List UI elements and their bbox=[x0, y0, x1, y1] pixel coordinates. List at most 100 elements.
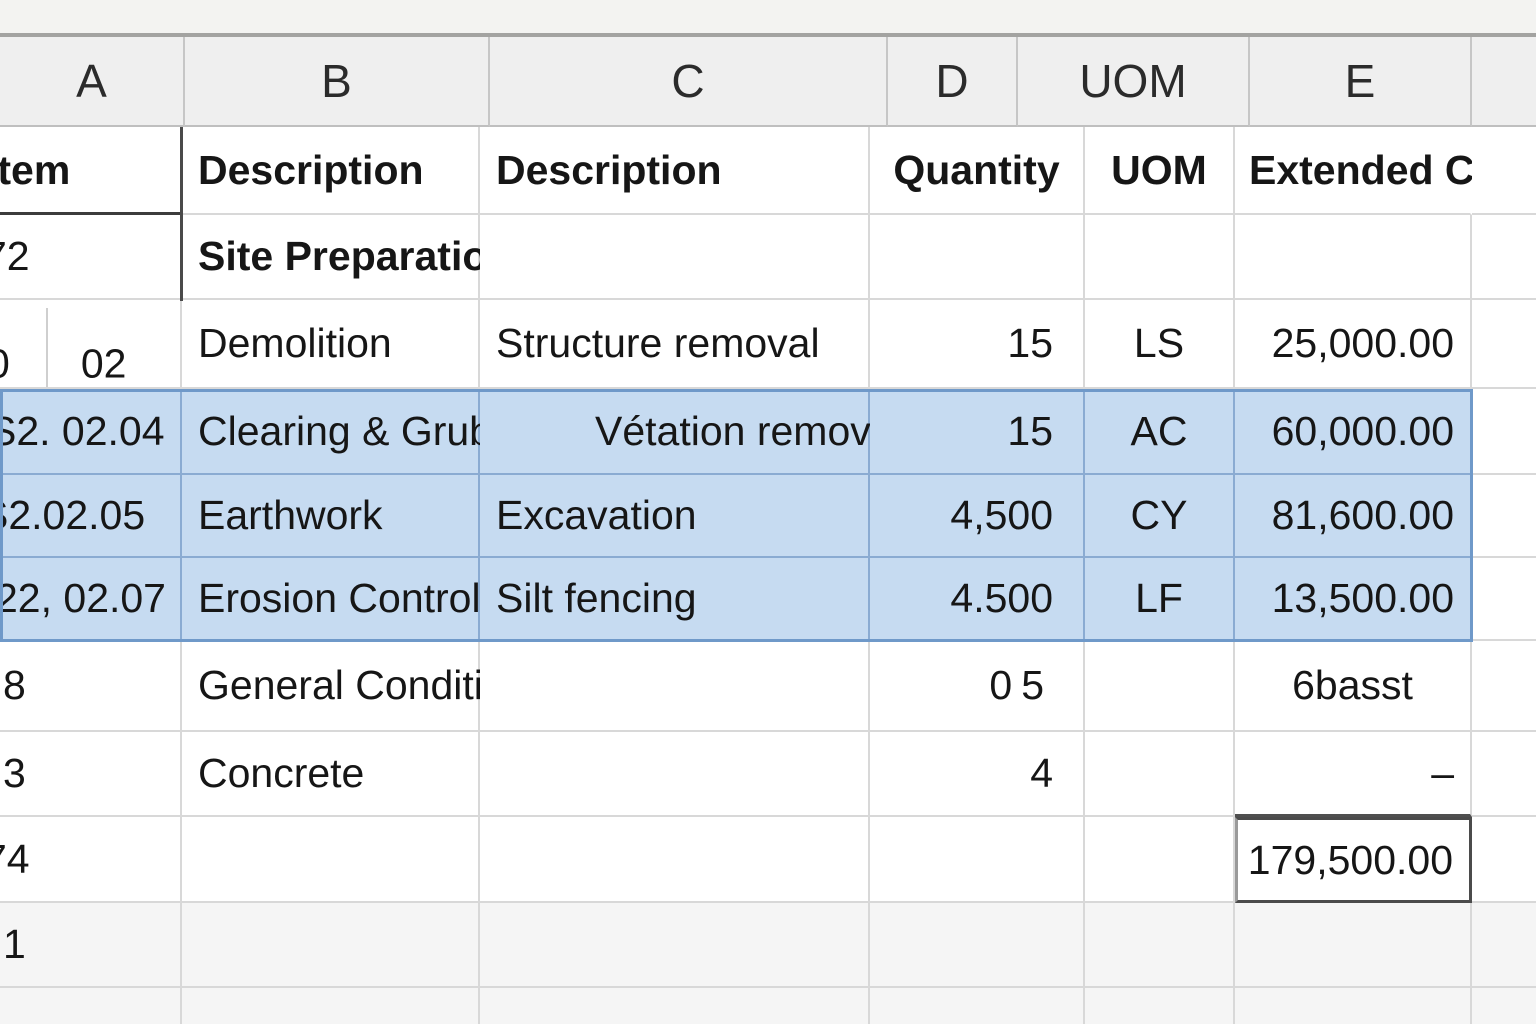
cell-description[interactable] bbox=[182, 817, 480, 903]
cell-item-code: 02 bbox=[80, 340, 127, 386]
cell-extended-cost[interactable]: 13,500.00 bbox=[1235, 558, 1472, 641]
column-letter-header-row: A B C D UOM E bbox=[0, 37, 1536, 127]
table-row: 72 Site Preparation bbox=[0, 215, 1536, 300]
table-row: 1 bbox=[0, 903, 1536, 988]
cell-detail[interactable] bbox=[480, 988, 870, 1024]
cell-uom[interactable] bbox=[1085, 215, 1235, 300]
header-quantity[interactable]: Quantity bbox=[870, 127, 1085, 215]
table-row-selected: S2.02.05 Earthwork Excavation 4,500 CY 8… bbox=[0, 475, 1536, 558]
cell-item[interactable]: 72 bbox=[0, 215, 182, 300]
cell-item[interactable]: 0 02 bbox=[0, 300, 182, 389]
cell-uom[interactable]: AC bbox=[1085, 389, 1235, 475]
cell-filler[interactable] bbox=[1472, 903, 1536, 988]
cell-uom[interactable] bbox=[1085, 817, 1235, 903]
cell-filler[interactable] bbox=[1472, 127, 1536, 215]
cell-quantity[interactable] bbox=[870, 817, 1085, 903]
cell-quantity[interactable] bbox=[870, 215, 1085, 300]
cell-uom[interactable]: CY bbox=[1085, 475, 1235, 558]
column-header-extra[interactable] bbox=[1472, 37, 1536, 127]
cell-detail[interactable] bbox=[480, 641, 870, 732]
cell-detail[interactable] bbox=[480, 903, 870, 988]
column-header-UOM[interactable]: UOM bbox=[1018, 37, 1250, 127]
column-header-D[interactable]: D bbox=[888, 37, 1018, 127]
cell-description[interactable] bbox=[182, 988, 480, 1024]
cell-detail[interactable]: Silt fencing bbox=[480, 558, 870, 641]
header-description-c[interactable]: Description bbox=[480, 127, 870, 215]
cell-uom[interactable] bbox=[1085, 903, 1235, 988]
inner-cell-divider bbox=[46, 308, 48, 387]
cell-filler[interactable] bbox=[1472, 475, 1536, 558]
cell-description[interactable]: General Conditions bbox=[182, 641, 549, 732]
cell-description[interactable]: Site Preparation bbox=[182, 215, 512, 300]
column-header-C[interactable]: C bbox=[490, 37, 888, 127]
table-row: 0 02 Demolition Structure removal 15 LS … bbox=[0, 300, 1536, 389]
cell-item[interactable] bbox=[0, 988, 182, 1024]
table-row bbox=[0, 988, 1536, 1024]
cell-item[interactable]: 8 bbox=[0, 641, 182, 732]
table-row: 3 Concrete 4 – bbox=[0, 732, 1536, 817]
cell-item[interactable]: S2.02.05 bbox=[0, 475, 182, 558]
column-header-A[interactable]: A bbox=[0, 37, 185, 127]
cell-item[interactable]: 22, 02.07 bbox=[0, 558, 182, 641]
cell-filler[interactable] bbox=[1472, 732, 1536, 817]
table-header-row: Item Description Description Quantity UO… bbox=[0, 127, 1536, 215]
cell-detail[interactable] bbox=[480, 215, 870, 300]
header-extended-cost[interactable]: Extended Cost bbox=[1235, 127, 1536, 215]
cell-quantity[interactable] bbox=[870, 988, 1085, 1024]
cell-description[interactable]: Clearing & Grubbing bbox=[182, 389, 569, 475]
cell-uom[interactable]: LF bbox=[1085, 558, 1235, 641]
cell-item[interactable]: 74 bbox=[0, 817, 182, 903]
cell-uom[interactable] bbox=[1085, 732, 1235, 817]
cell-extended-cost[interactable] bbox=[1235, 903, 1472, 988]
cell-description[interactable]: Earthwork bbox=[182, 475, 480, 558]
cell-extended-cost[interactable] bbox=[1235, 988, 1472, 1024]
cell-item[interactable]: 3 bbox=[0, 732, 182, 817]
cell-quantity[interactable]: 4.500 bbox=[870, 558, 1085, 641]
cell-description[interactable] bbox=[182, 903, 480, 988]
cell-extended-cost[interactable]: 6basst bbox=[1235, 641, 1472, 732]
cell-uom[interactable] bbox=[1085, 641, 1235, 732]
table-row: 8 General Conditions 05 6basst bbox=[0, 641, 1536, 732]
cell-item-partial: 0 bbox=[0, 340, 10, 387]
header-uom[interactable]: UOM bbox=[1085, 127, 1235, 215]
cell-uom[interactable]: LS bbox=[1085, 300, 1235, 389]
cell-extended-cost[interactable] bbox=[1235, 215, 1472, 300]
cell-quantity[interactable] bbox=[870, 903, 1085, 988]
cell-detail[interactable] bbox=[480, 817, 870, 903]
cell-filler[interactable] bbox=[1472, 817, 1536, 903]
header-description-b[interactable]: Description bbox=[182, 127, 480, 215]
cell-filler[interactable] bbox=[1472, 389, 1536, 475]
cell-quantity[interactable]: 4 bbox=[870, 732, 1085, 817]
cell-detail[interactable]: Structure removal bbox=[480, 300, 870, 389]
cell-extended-cost[interactable]: 81,600.00 bbox=[1235, 475, 1472, 558]
cell-item[interactable]: 1 bbox=[0, 903, 182, 988]
top-chrome-band bbox=[0, 0, 1536, 37]
header-item[interactable]: Item bbox=[0, 127, 182, 215]
cell-filler[interactable] bbox=[1472, 215, 1536, 300]
cell-quantity[interactable]: 4,500 bbox=[870, 475, 1085, 558]
column-header-E[interactable]: E bbox=[1250, 37, 1472, 127]
cell-uom[interactable] bbox=[1085, 988, 1235, 1024]
cell-description[interactable]: Concrete bbox=[182, 732, 480, 817]
cell-quantity[interactable]: 05 bbox=[870, 641, 1085, 732]
cell-quantity[interactable]: 15 bbox=[870, 389, 1085, 475]
table-row-selected: 22, 02.07 Erosion Control Silt fencing 4… bbox=[0, 558, 1536, 641]
cell-detail[interactable]: Vétation remov bbox=[480, 389, 871, 475]
column-header-B[interactable]: B bbox=[185, 37, 490, 127]
cell-filler[interactable] bbox=[1472, 988, 1536, 1024]
cell-extended-cost[interactable]: 60,000.00 bbox=[1235, 389, 1472, 475]
table-row: 74 179,500.00 bbox=[0, 817, 1536, 903]
cell-description[interactable]: Demolition bbox=[182, 300, 480, 389]
cell-filler[interactable] bbox=[1472, 641, 1536, 732]
cell-filler[interactable] bbox=[1472, 558, 1536, 641]
cell-item[interactable]: S2. 02.04 bbox=[0, 389, 182, 475]
cell-total-extended-cost[interactable]: 179,500.00 bbox=[1235, 817, 1472, 903]
cell-detail[interactable]: Excavation bbox=[480, 475, 870, 558]
cell-extended-cost[interactable]: – bbox=[1235, 732, 1472, 817]
cell-filler[interactable] bbox=[1472, 300, 1536, 389]
cell-quantity[interactable]: 15 bbox=[870, 300, 1085, 389]
cell-extended-cost[interactable]: 25,000.00 bbox=[1235, 300, 1472, 389]
cell-description[interactable]: Erosion Control bbox=[182, 558, 481, 641]
cell-detail[interactable] bbox=[480, 732, 870, 817]
